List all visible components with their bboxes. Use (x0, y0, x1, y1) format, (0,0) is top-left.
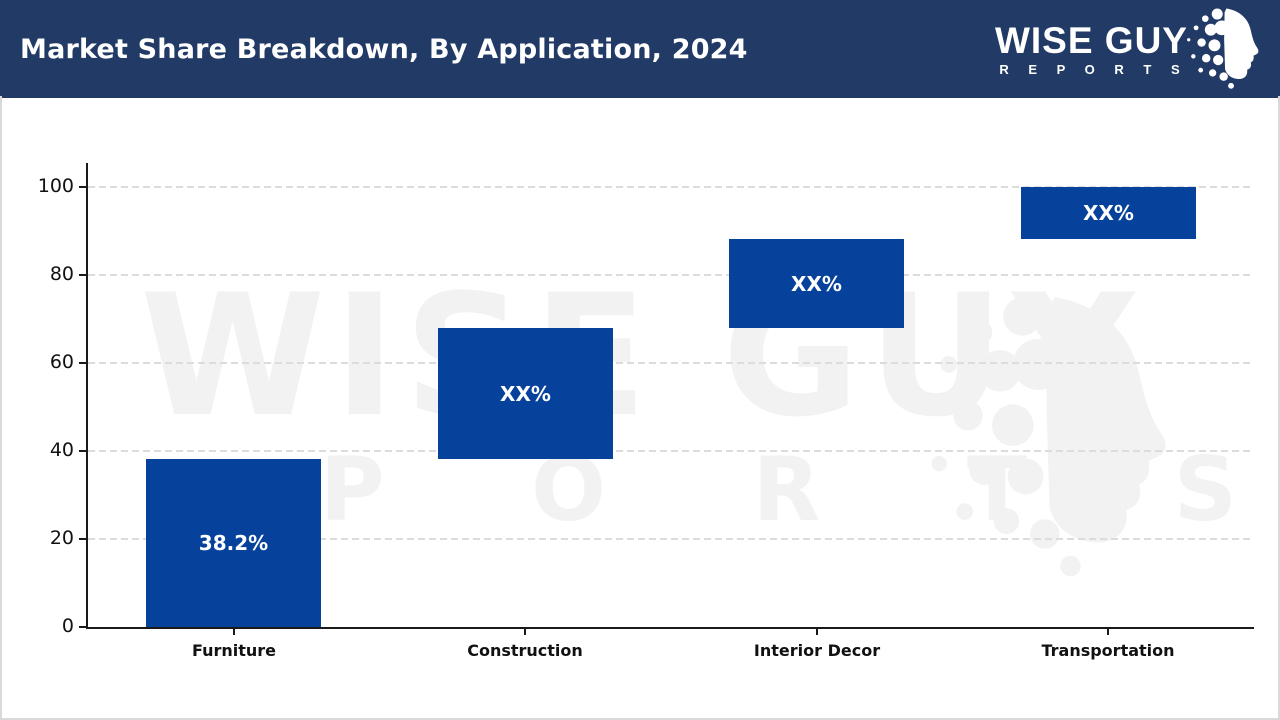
x-tick-3 (1107, 627, 1109, 635)
page-title: Market Share Breakdown, By Application, … (20, 33, 748, 65)
logo-text: WISE GUY R E P O R T S (995, 22, 1188, 77)
frame-border-left (0, 96, 2, 720)
y-tick-20 (79, 538, 87, 540)
y-tick-100 (79, 186, 87, 188)
gridline-100 (88, 186, 1254, 188)
x-tick-0 (233, 627, 235, 635)
x-axis-spine (86, 627, 1254, 629)
y-tick-label-20: 20 (49, 527, 74, 549)
bar-furniture: 38.2% (146, 459, 321, 627)
y-tick-label-100: 100 (37, 175, 74, 197)
bar-value-label: XX% (791, 271, 842, 296)
bar-transportation: XX% (1021, 187, 1196, 239)
gridline-20 (88, 538, 1254, 540)
bar-interior-decor: XX% (729, 239, 904, 328)
frame-border-right (1278, 96, 1280, 720)
bar-value-label: XX% (1083, 201, 1134, 225)
x-tick-1 (524, 627, 526, 635)
y-tick-label-40: 40 (49, 439, 74, 461)
y-tick-40 (79, 450, 87, 452)
y-tick-0 (79, 626, 87, 628)
y-tick-60 (79, 362, 87, 364)
frame-border-bottom (0, 718, 1280, 720)
x-tick-2 (816, 627, 818, 635)
header-bar: Market Share Breakdown, By Application, … (0, 0, 1280, 98)
gridline-60 (88, 362, 1254, 364)
y-tick-label-80: 80 (49, 263, 74, 285)
bar-value-label: 38.2% (198, 531, 269, 555)
y-axis-spine (86, 163, 88, 629)
x-tick-label-0: Furniture (191, 641, 277, 660)
x-tick-label-1: Construction (467, 641, 583, 660)
wise-guy-reports-logo: WISE GUY R E P O R T S (995, 3, 1266, 95)
gridline-80 (88, 274, 1254, 276)
bar-value-label: XX% (500, 381, 551, 406)
gridline-40 (88, 450, 1254, 452)
y-tick-label-60: 60 (49, 351, 74, 373)
x-tick-label-3: Transportation (1041, 641, 1175, 660)
y-tick-80 (79, 274, 87, 276)
bar-construction: XX% (438, 328, 613, 459)
logo-subtitle: R E P O R T S (999, 61, 1188, 77)
logo-wordmark: WISE GUY (994, 19, 1188, 61)
y-tick-label-0: 0 (61, 615, 74, 637)
x-tick-label-2: Interior Decor (753, 641, 881, 660)
